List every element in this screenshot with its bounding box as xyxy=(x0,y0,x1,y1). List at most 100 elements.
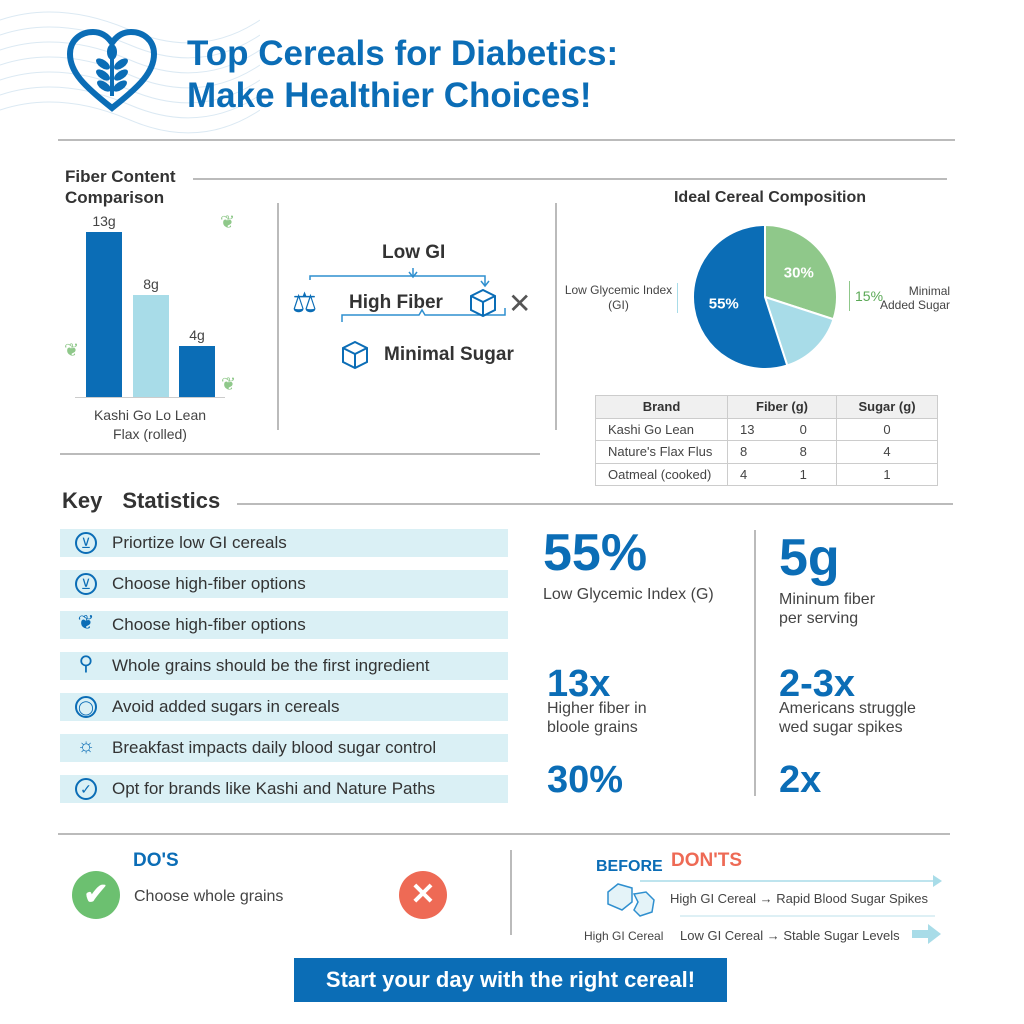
table-row: Oatmeal (cooked) 4 1 1 xyxy=(595,462,938,486)
cube-icon xyxy=(342,340,368,370)
divider xyxy=(237,503,953,505)
stat-list-text: Breakfast impacts daily blood sugar cont… xyxy=(112,738,437,757)
cta-button[interactable]: Start your day with the right cereal! xyxy=(294,958,727,1002)
header-brand: Brand xyxy=(595,395,728,419)
stat-list-item: ⊻ Choose high-fiber options xyxy=(60,570,508,598)
stat-list-text: Opt for brands like Kashi and Nature Pat… xyxy=(112,779,436,798)
bar xyxy=(86,232,122,397)
wheat-icon: ❦ xyxy=(220,212,236,232)
table-cell: 8 xyxy=(726,440,788,464)
stat-caption: Low Glycemic Index (G) xyxy=(543,585,714,604)
table-cell: 1 xyxy=(787,462,837,486)
stat-list-item: ⚲ Whole grains should be the first ingred… xyxy=(60,652,508,680)
scale-icon: ⚖ xyxy=(292,287,318,318)
stat-list-item: ⊻ Priortize low GI cereals xyxy=(60,529,508,557)
wheat-icon: ❦ xyxy=(221,374,237,394)
table-cell: Oatmeal (cooked) xyxy=(595,462,728,486)
table-row: Kashi Go Lean 13 0 0 xyxy=(595,417,938,441)
pie-right-label-line2: Added Sugar xyxy=(880,298,951,312)
stat-list-text: Choose high-fiber options xyxy=(112,574,306,593)
table-cell: 8 xyxy=(787,440,837,464)
bar xyxy=(133,295,169,397)
pie-slice xyxy=(692,223,789,370)
dos-item: Choose whole grains xyxy=(134,888,284,905)
stat-caption: Mininum fiber per serving xyxy=(779,590,875,628)
table-cell: 0 xyxy=(836,417,938,441)
stat-list-item: ◯ Avoid added sugars in cereals xyxy=(60,693,508,721)
divider xyxy=(58,139,955,141)
diagram-connectors xyxy=(309,268,506,322)
x-circle-icon: ✕ xyxy=(399,871,447,919)
stat-caption: Americans struggle wed sugar spikes xyxy=(779,699,916,737)
high-fiber-label: High Fiber xyxy=(349,292,443,313)
arrow-down-circle-icon: ⊻ xyxy=(60,573,112,595)
search-icon: ⚲ xyxy=(78,653,94,675)
divider xyxy=(555,203,557,430)
pie-left-label-line1: Low Glycemic Index xyxy=(564,283,673,297)
stat-value: 13x xyxy=(547,663,611,705)
stat-caption-line1: Higher fiber in xyxy=(547,700,647,717)
pie-slice xyxy=(764,223,838,321)
stat-list-text: Avoid added sugars in cereals xyxy=(112,697,340,716)
stat-caption-line1: Americans struggle xyxy=(779,700,916,717)
sun-icon: ☼ xyxy=(76,735,96,757)
table-cell: 0 xyxy=(787,417,837,441)
table-cell: 4 xyxy=(836,440,938,464)
wheat-icon: ❦ xyxy=(77,612,95,634)
stat-caption-line1: Mininum fiber xyxy=(779,591,876,608)
donts-left: High GI Cereal xyxy=(584,929,664,943)
table-cell: Nature's Flax Flus xyxy=(595,440,728,464)
stat-value: 30% xyxy=(547,759,624,801)
heart-wheat-icon xyxy=(66,28,158,112)
stat-list-item: ☼ Breakfast impacts daily blood sugar con… xyxy=(60,734,508,762)
divider xyxy=(60,453,540,455)
table-cell: Kashi Go Lean xyxy=(595,417,728,441)
stat-caption: Higher fiber in bloole grains xyxy=(547,699,647,737)
title-line-1: Top Cereals for Diabetics: xyxy=(187,34,619,73)
donts-line1: High GI Cereal → Rapid Blood Sugar Spike… xyxy=(670,891,928,906)
circle-arrow-icon: ◯ xyxy=(60,696,112,718)
header-fiber: Fiber (g) xyxy=(727,395,837,419)
divider xyxy=(754,530,756,796)
fiber-bar-chart: 13g 8g 4g xyxy=(75,200,225,398)
donts-line2: Low GI Cereal → Stable Sugar Levels xyxy=(680,928,900,943)
stat-caption-line1: Low Glycemic Index (G) xyxy=(543,586,714,603)
fiber-x-label: Kashi Go Lo Lean Flax (rolled) xyxy=(70,406,230,444)
stat-list-text: Choose high-fiber options xyxy=(112,615,306,634)
brand-table: Brand Fiber (g) Sugar (g) Kashi Go Lean 13 0… xyxy=(595,395,938,486)
stat-value: 2x xyxy=(779,759,822,801)
cube-icon xyxy=(470,288,496,318)
divider xyxy=(277,203,279,430)
stat-list-item: ❦ Choose high-fiber options xyxy=(60,611,508,639)
minimal-sugar-label: Minimal Sugar xyxy=(384,344,514,365)
table-header-row: Brand Fiber (g) Sugar (g) xyxy=(595,395,938,419)
arrows-decoration xyxy=(607,875,942,944)
stat-value: 5g xyxy=(779,529,840,587)
divider xyxy=(58,833,950,835)
donts-heading: DON'TS xyxy=(671,850,743,871)
table-cell: 13 xyxy=(726,417,788,441)
stat-caption-line2: per serving xyxy=(779,610,859,627)
wheat-icon: ❦ xyxy=(64,340,80,360)
arrow-down-circle-icon: ⊻ xyxy=(60,532,112,554)
page-title: Top Cereals for Diabetics: Make Healthier… xyxy=(187,33,618,117)
key-stats-heading-b: Statistics xyxy=(122,488,221,513)
table-cell: 1 xyxy=(836,462,938,486)
check-circle-icon: ✓ xyxy=(60,778,112,800)
header-sugar: Sugar (g) xyxy=(836,395,938,419)
check-circle-icon: ✔ xyxy=(72,871,120,919)
pie-15-label: 15% xyxy=(849,281,883,311)
bar-value-label: 4g xyxy=(189,327,205,344)
stat-caption-line2: wed sugar spikes xyxy=(779,719,903,736)
composition-pie-chart: 30% 55% xyxy=(692,223,838,370)
dos-heading: DO'S xyxy=(133,850,179,871)
stat-list-item: ✓ Opt for brands like Kashi and Nature Pa… xyxy=(60,775,508,803)
pie-left-label-line2: (GI) xyxy=(608,298,629,312)
key-stats-heading-a: Key xyxy=(62,488,103,513)
key-stats-heading: Key Statistics xyxy=(62,488,220,514)
stat-value: 55% xyxy=(543,524,648,582)
pie-right-label-line1: Minimal xyxy=(908,284,951,298)
table-cell: 4 xyxy=(726,462,788,486)
low-gi-label: Low GI xyxy=(382,242,446,263)
stat-list-text: Priortize low GI cereals xyxy=(112,533,287,552)
